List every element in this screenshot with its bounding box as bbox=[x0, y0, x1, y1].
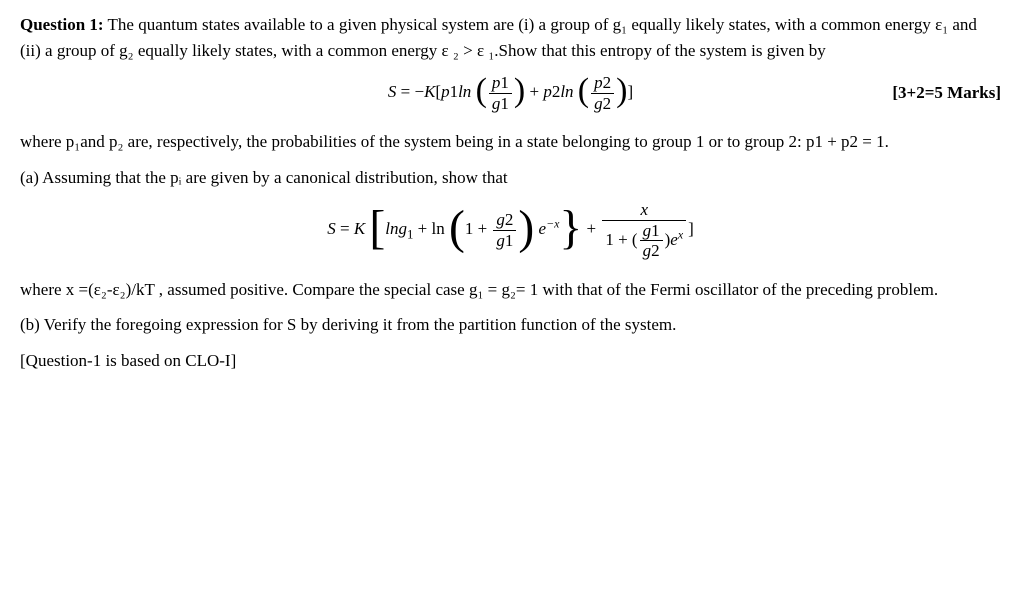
clo-note: [Question-1 is based on CLO-I] bbox=[20, 348, 1001, 374]
equation-1-label: [3+2=5 Marks] bbox=[892, 80, 1001, 106]
equation-2: S = K [lng1 + ln (1 + g2g1) e−x} + x 1 +… bbox=[20, 200, 1001, 261]
equation-1: S = −K[p1ln (p1g1) + p2ln (p2g2)] [3+2=5… bbox=[20, 73, 1001, 113]
where-clause-2: where x =(ε₂-ε₂)/kT , assumed positive. … bbox=[20, 277, 1001, 303]
part-b: (b) Verify the foregoing expression for … bbox=[20, 312, 1001, 338]
question-intro-text: The quantum states available to a given … bbox=[20, 15, 977, 60]
question-intro: Question 1: The quantum states available… bbox=[20, 12, 1001, 63]
question-title: Question 1: bbox=[20, 15, 104, 34]
part-a: (a) Assuming that the pᵢ are given by a … bbox=[20, 165, 1001, 191]
where-clause-1: where p₁and p₂ are, respectively, the pr… bbox=[20, 129, 1001, 155]
